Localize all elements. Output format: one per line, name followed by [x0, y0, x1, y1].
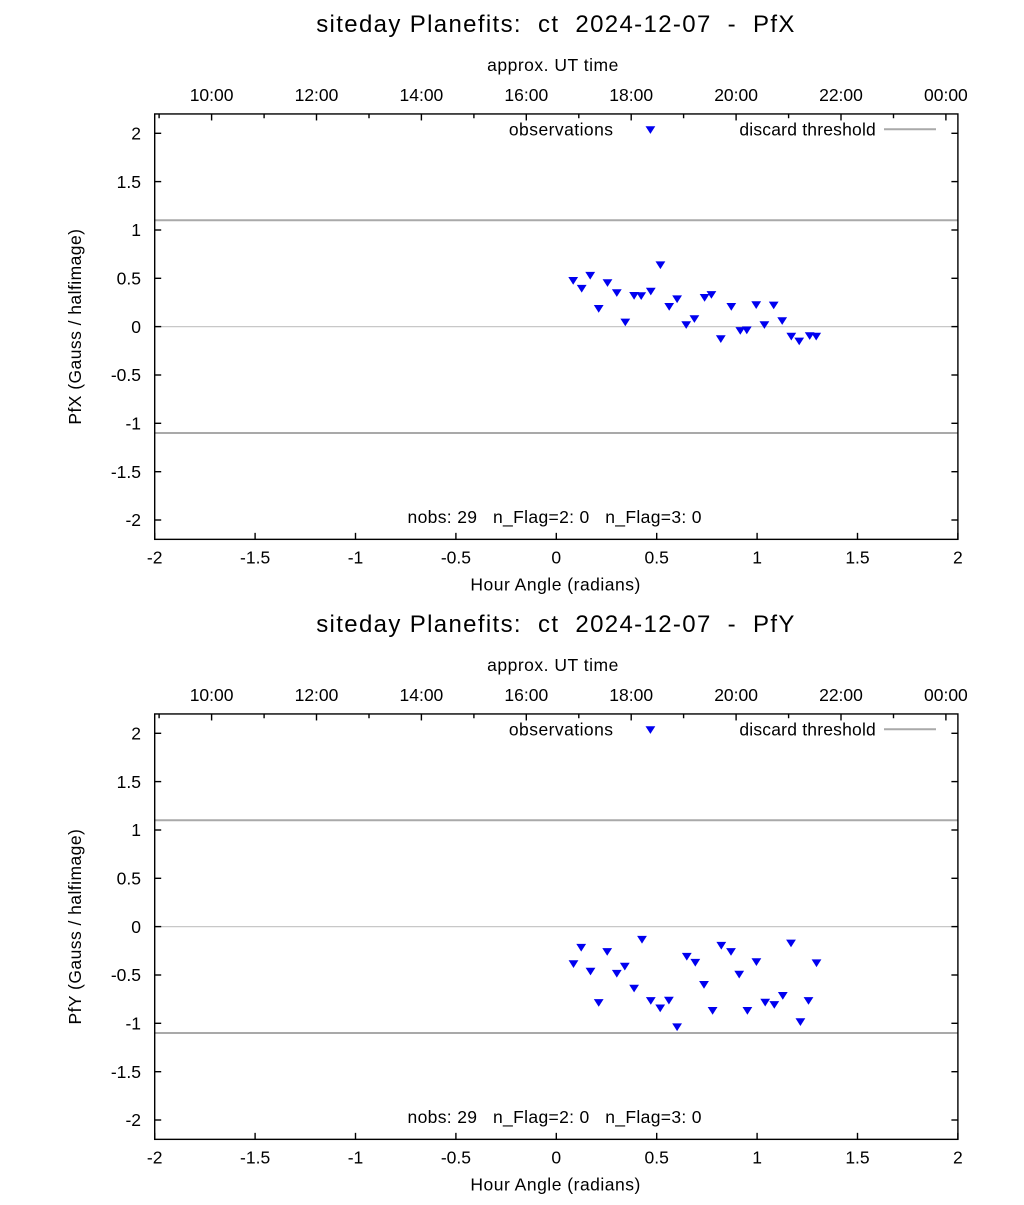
- svg-text:14:00: 14:00: [400, 85, 444, 105]
- svg-text:00:00: 00:00: [924, 685, 968, 705]
- svg-text:PfY (Gauss / halfimage): PfY (Gauss / halfimage): [65, 829, 85, 1025]
- svg-text:1.5: 1.5: [845, 1148, 869, 1168]
- svg-text:12:00: 12:00: [295, 85, 339, 105]
- svg-text:1: 1: [752, 1148, 762, 1168]
- svg-text:0: 0: [131, 317, 141, 337]
- svg-text:-2: -2: [147, 548, 163, 568]
- svg-text:-1.5: -1.5: [240, 548, 270, 568]
- svg-text:1: 1: [131, 820, 141, 840]
- svg-text:18:00: 18:00: [609, 685, 653, 705]
- svg-text:-2: -2: [125, 510, 141, 530]
- svg-text:-1: -1: [348, 1148, 364, 1168]
- svg-text:0.5: 0.5: [645, 1148, 669, 1168]
- svg-text:10:00: 10:00: [190, 685, 234, 705]
- svg-text:PfX (Gauss / halfimage): PfX (Gauss / halfimage): [65, 229, 85, 425]
- svg-text:0: 0: [131, 917, 141, 937]
- svg-text:0: 0: [551, 1148, 561, 1168]
- svg-text:-1.5: -1.5: [111, 462, 141, 482]
- svg-text:observations: observations: [509, 120, 614, 140]
- svg-text:16:00: 16:00: [504, 85, 548, 105]
- svg-text:2: 2: [953, 548, 963, 568]
- svg-text:discard threshold: discard threshold: [739, 720, 876, 740]
- svg-text:10:00: 10:00: [190, 85, 234, 105]
- svg-text:16:00: 16:00: [504, 685, 548, 705]
- svg-text:18:00: 18:00: [609, 85, 653, 105]
- svg-text:-1: -1: [125, 414, 141, 434]
- svg-text:2: 2: [131, 724, 141, 744]
- svg-text:approx. UT time: approx. UT time: [487, 655, 619, 675]
- svg-text:20:00: 20:00: [714, 85, 758, 105]
- svg-text:0.5: 0.5: [645, 548, 669, 568]
- svg-text:0.5: 0.5: [117, 869, 141, 889]
- svg-text:-2: -2: [125, 1110, 141, 1130]
- svg-text:nobs: 29 n_Flag=2: 0 n_Fla: nobs: 29 n_Flag=2: 0 n_Flag=3: 0: [408, 1107, 702, 1128]
- svg-text:-1: -1: [125, 1014, 141, 1034]
- svg-text:0: 0: [551, 548, 561, 568]
- svg-text:-0.5: -0.5: [441, 1148, 471, 1168]
- svg-text:22:00: 22:00: [819, 85, 863, 105]
- svg-text:-0.5: -0.5: [111, 365, 141, 385]
- svg-text:1.5: 1.5: [117, 772, 141, 792]
- svg-text:siteday Planefits: ct 2024-1: siteday Planefits: ct 2024-12-07 - PfY: [316, 611, 796, 638]
- svg-text:20:00: 20:00: [714, 685, 758, 705]
- svg-text:-0.5: -0.5: [441, 548, 471, 568]
- svg-text:-2: -2: [147, 1148, 163, 1168]
- svg-text:siteday Planefits: ct 2024-1: siteday Planefits: ct 2024-12-07 - PfX: [316, 11, 796, 38]
- svg-text:-1.5: -1.5: [111, 1062, 141, 1082]
- svg-text:-0.5: -0.5: [111, 965, 141, 985]
- svg-text:nobs: 29 n_Flag=2: 0 n_Fla: nobs: 29 n_Flag=2: 0 n_Flag=3: 0: [408, 507, 702, 528]
- svg-text:1: 1: [131, 220, 141, 240]
- svg-text:2: 2: [131, 124, 141, 144]
- svg-text:22:00: 22:00: [819, 685, 863, 705]
- svg-text:discard threshold: discard threshold: [739, 120, 876, 140]
- svg-text:Hour Angle (radians): Hour Angle (radians): [470, 1175, 641, 1195]
- svg-text:14:00: 14:00: [400, 685, 444, 705]
- svg-text:0.5: 0.5: [117, 269, 141, 289]
- svg-text:-1.5: -1.5: [240, 1148, 270, 1168]
- svg-text:-1: -1: [348, 548, 364, 568]
- svg-text:1: 1: [752, 548, 762, 568]
- svg-text:Hour Angle (radians): Hour Angle (radians): [470, 575, 641, 595]
- svg-text:12:00: 12:00: [295, 685, 339, 705]
- svg-text:1.5: 1.5: [117, 172, 141, 192]
- svg-text:observations: observations: [509, 720, 614, 740]
- svg-text:approx. UT time: approx. UT time: [487, 55, 619, 75]
- svg-text:1.5: 1.5: [845, 548, 869, 568]
- svg-text:2: 2: [953, 1148, 963, 1168]
- svg-text:00:00: 00:00: [924, 85, 968, 105]
